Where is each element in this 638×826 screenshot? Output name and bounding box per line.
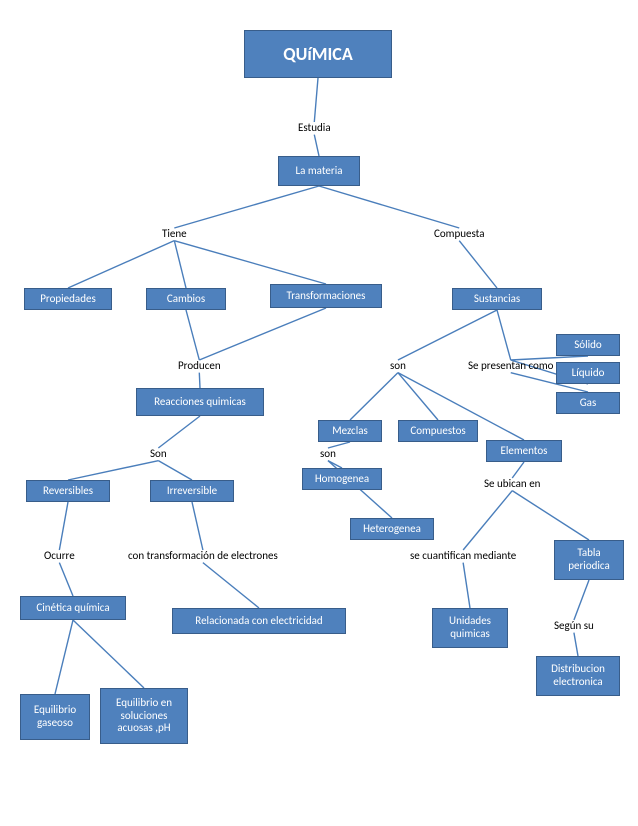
node-relacionada: Relacionada con electricidad xyxy=(172,608,346,634)
connector-c_estudia: Estudia xyxy=(298,122,331,135)
node-tabla: Tabla periodica xyxy=(554,540,624,580)
node-reversibles: Reversibles xyxy=(26,480,110,502)
node-distribucion: Distribucion electronica xyxy=(536,656,620,696)
connector-c_son3: son xyxy=(320,448,336,461)
node-mezclas: Mezclas xyxy=(318,420,382,442)
node-reacciones: Reacciones quimicas xyxy=(136,388,264,416)
node-transformaciones: Transformaciones xyxy=(270,284,382,308)
node-eq_ph: Equilibrio en soluciones acuosas ,pH xyxy=(100,688,188,744)
node-eq_gas: Equilibrio gaseoso xyxy=(20,694,90,740)
connector-c_segun: Según su xyxy=(554,620,594,633)
node-irreversible: Irreversible xyxy=(150,480,234,502)
concept-map-stage: QUíMICA La materia Propiedades Cambios Trans… xyxy=(0,0,638,826)
node-quimica: QUíMICA xyxy=(244,30,392,78)
connector-c_tiene: Tiene xyxy=(162,228,187,241)
node-compuestos: Compuestos xyxy=(398,420,478,442)
node-heterogenea: Heterogenea xyxy=(350,518,434,540)
connector-c_son1: son xyxy=(390,360,406,373)
node-gas: Gas xyxy=(556,392,620,414)
connector-c_ocurre: Ocurre xyxy=(44,550,75,563)
connector-c_son2: Son xyxy=(150,448,167,461)
node-homogenea: Homogenea xyxy=(302,468,382,490)
connector-c_compuesta: Compuesta xyxy=(434,228,484,241)
node-elementos: Elementos xyxy=(486,440,562,462)
connector-c_ubican: Se ubican en xyxy=(484,478,540,491)
node-cambios: Cambios xyxy=(146,288,226,310)
node-propiedades: Propiedades xyxy=(24,288,112,310)
node-sustancias: Sustancias xyxy=(452,288,542,310)
connector-c_producen: Producen xyxy=(178,360,221,373)
node-unidades: Unidades quimicas xyxy=(432,608,508,648)
node-cinetica: Cinética química xyxy=(20,596,126,620)
connector-c_cuant: se cuantifican mediante xyxy=(410,550,516,563)
connector-c_presentan: Se presentan como xyxy=(468,360,553,373)
node-liquido: Líquido xyxy=(556,362,620,384)
node-solido: Sólido xyxy=(556,334,620,356)
node-materia: La materia xyxy=(278,156,360,186)
connector-c_transf: con transformación de electrones xyxy=(128,550,278,563)
